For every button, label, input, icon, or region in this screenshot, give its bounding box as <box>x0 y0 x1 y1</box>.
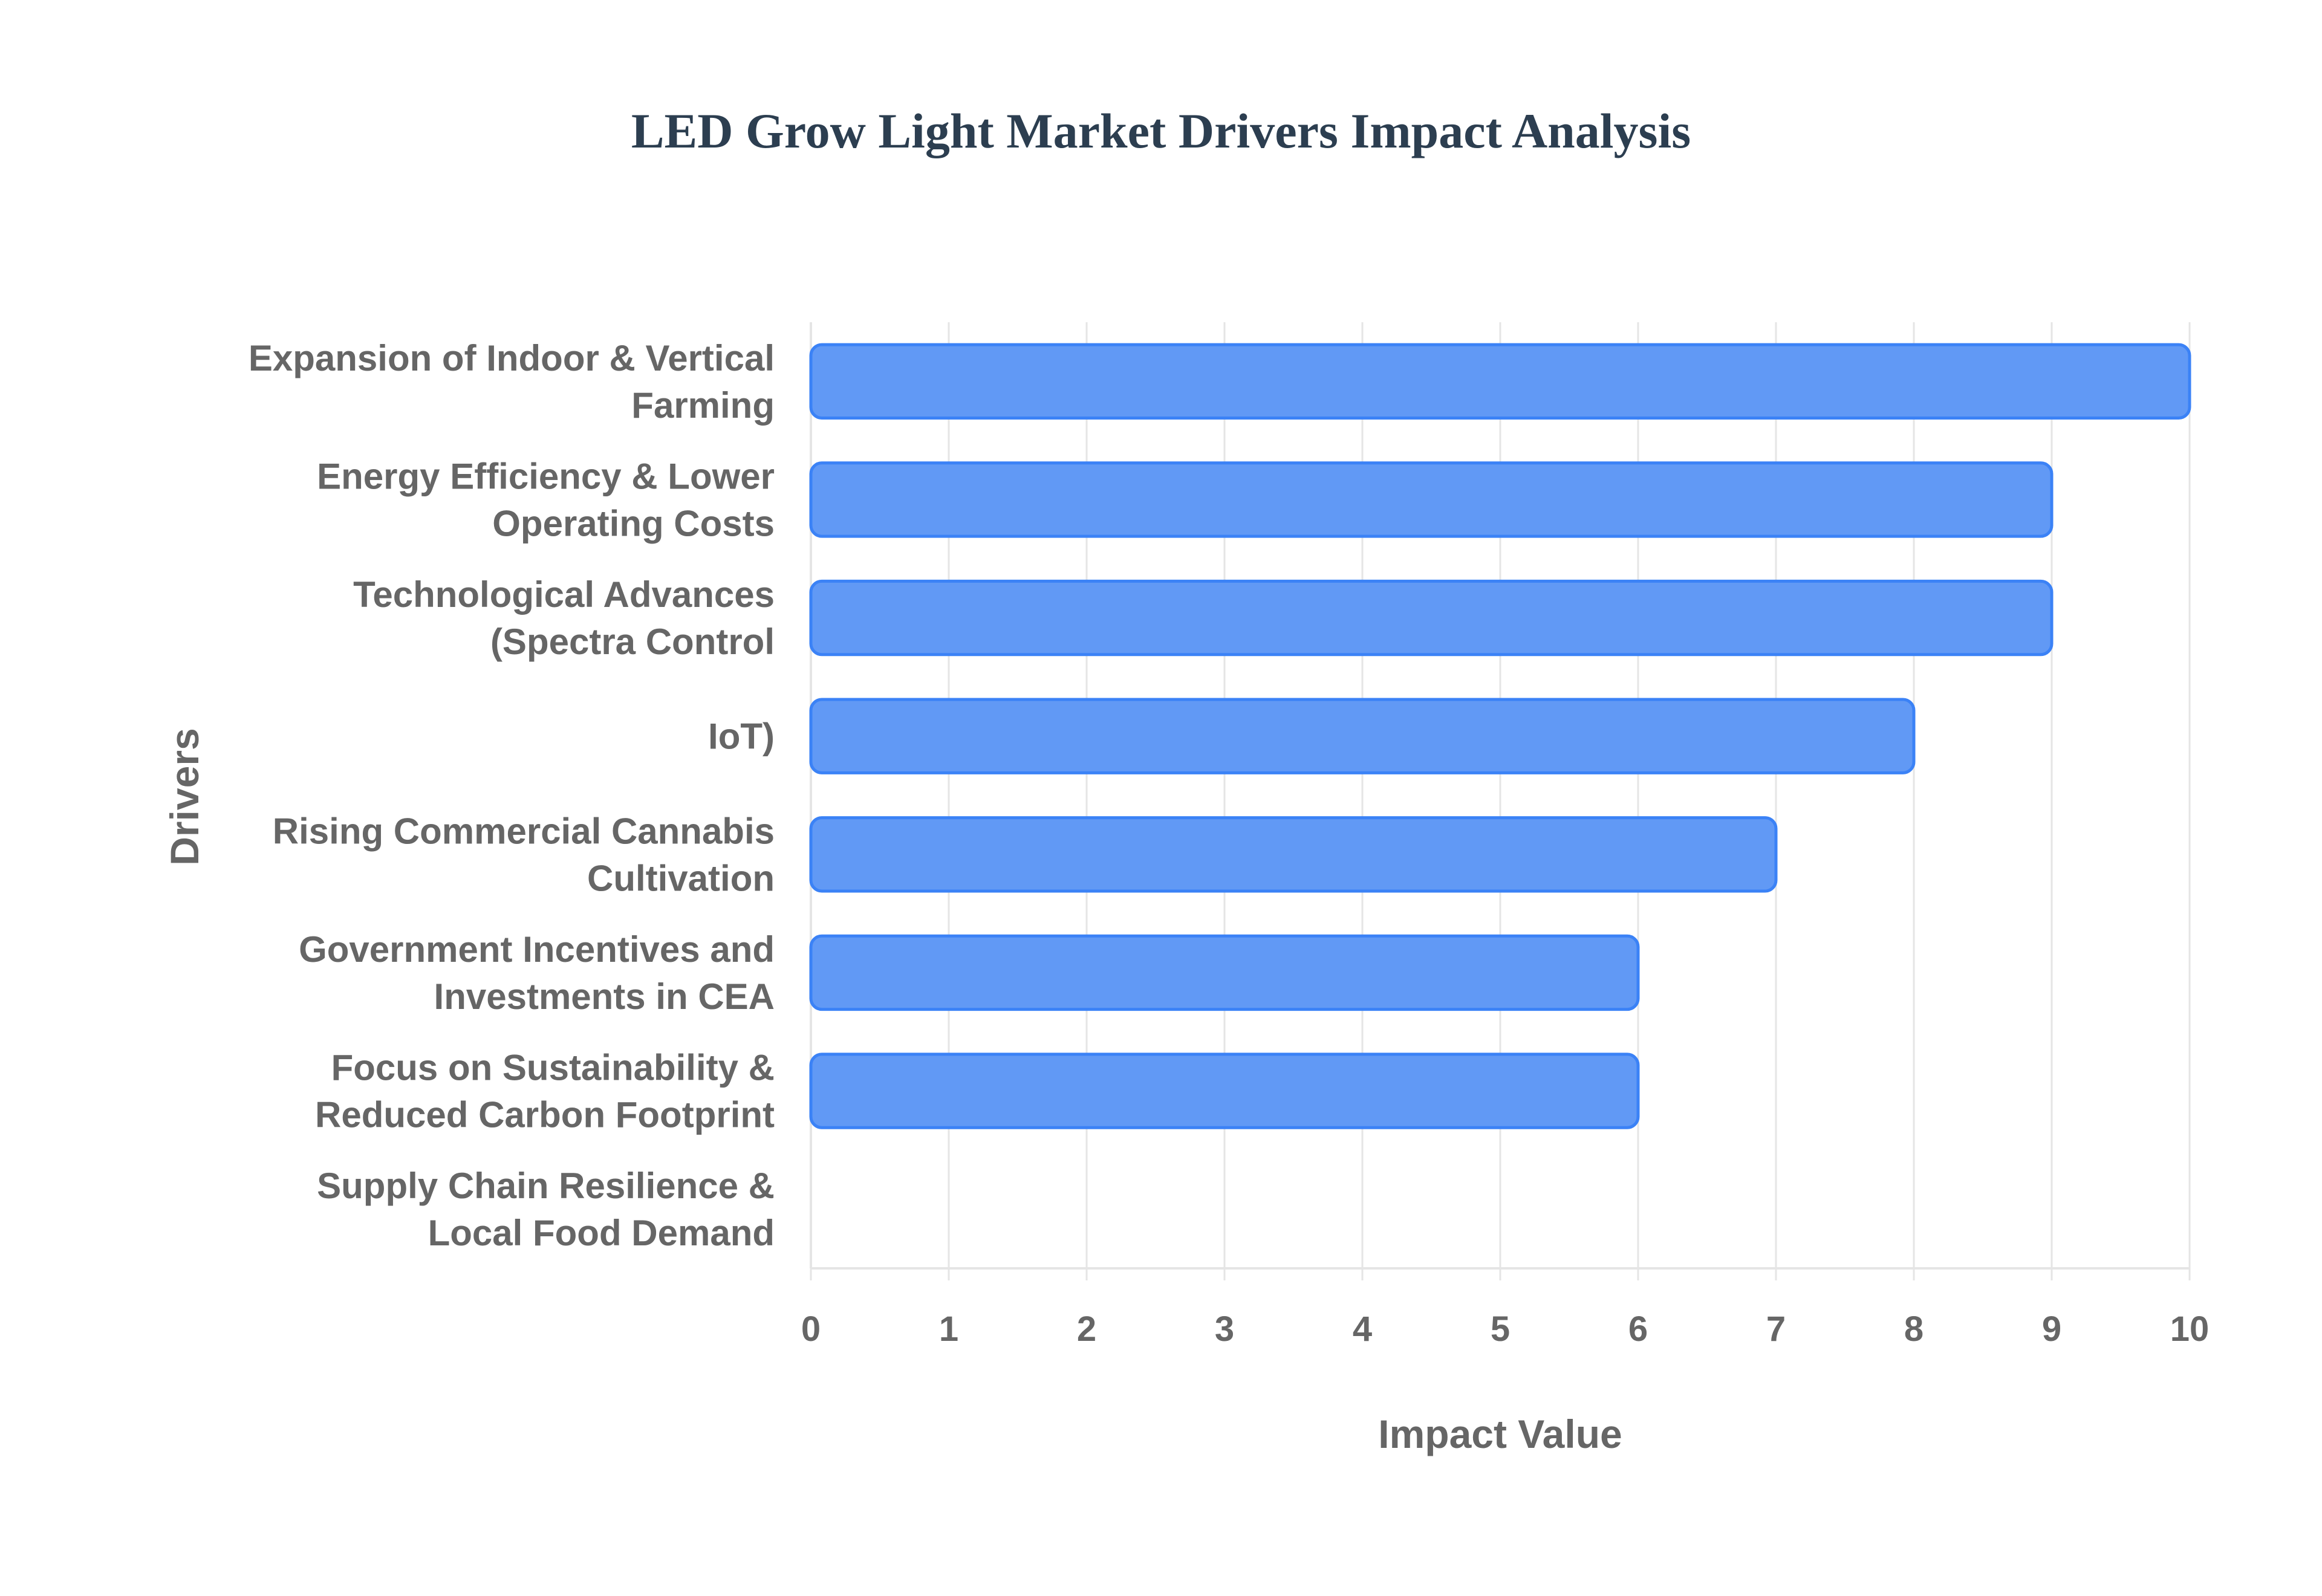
y-tick-label: Supply Chain Resilience & <box>317 1166 775 1206</box>
x-tick-label: 9 <box>2042 1309 2061 1349</box>
bar <box>809 816 1778 893</box>
y-tick-label: Local Food Demand <box>428 1213 775 1253</box>
y-tick-label: Investments in CEA <box>434 976 775 1017</box>
x-tick-label: 8 <box>1904 1309 1924 1349</box>
x-tick-label: 3 <box>1215 1309 1234 1349</box>
chart-title: LED Grow Light Market Drivers Impact Ana… <box>631 103 1691 158</box>
bar <box>809 698 1916 774</box>
x-tick-label: 2 <box>1077 1309 1096 1349</box>
bar <box>809 934 1640 1011</box>
x-axis-title: Impact Value <box>1378 1412 1622 1456</box>
y-tick-label: (Spectra Control <box>490 621 775 662</box>
bar <box>809 343 2191 420</box>
y-tick-label: Technological Advances <box>353 574 775 615</box>
bar <box>809 1053 1640 1129</box>
y-tick-label: Operating Costs <box>492 503 775 543</box>
y-tick-label: Expansion of Indoor & Vertical <box>249 338 775 378</box>
x-tick-label: 0 <box>801 1309 821 1349</box>
y-tick-label: Focus on Sustainability & <box>331 1048 775 1088</box>
y-tick-label: Reduced Carbon Footprint <box>315 1095 775 1135</box>
y-axis-title: Drivers <box>162 728 207 866</box>
x-tick-label: 4 <box>1353 1309 1372 1349</box>
y-tick-label: Rising Commercial Cannabis <box>273 811 775 851</box>
x-tick-label: 1 <box>939 1309 958 1349</box>
y-tick-label: Government Incentives and <box>299 929 775 970</box>
x-tick-label: 10 <box>2170 1309 2210 1349</box>
y-tick-label: Energy Efficiency & Lower <box>317 456 775 496</box>
bar <box>809 461 2054 538</box>
y-tick-label: Farming <box>631 385 775 426</box>
x-tick-label: 6 <box>1628 1309 1648 1349</box>
y-tick-label: IoT) <box>708 716 775 757</box>
x-tick-label: 7 <box>1766 1309 1786 1349</box>
x-tick-label: 5 <box>1491 1309 1510 1349</box>
y-tick-label: Cultivation <box>587 858 775 898</box>
bar <box>809 579 2054 657</box>
